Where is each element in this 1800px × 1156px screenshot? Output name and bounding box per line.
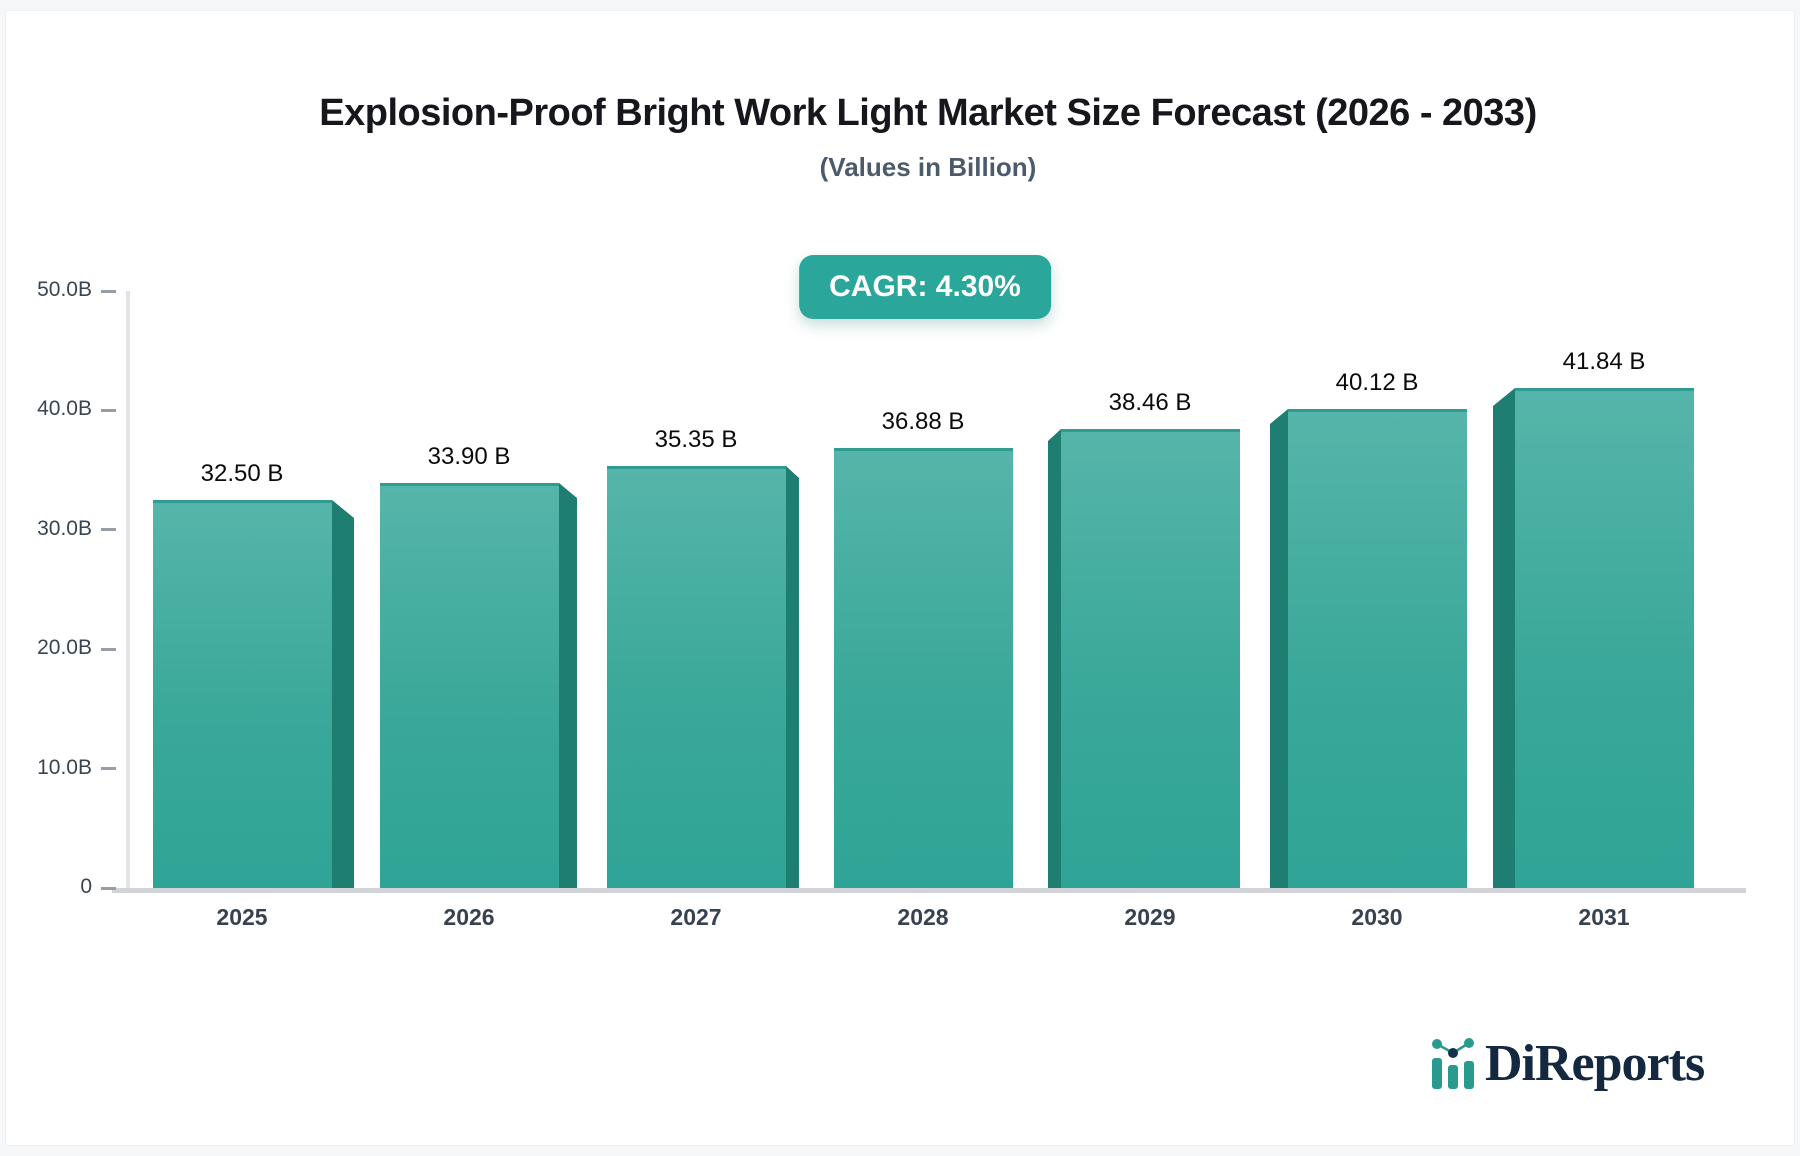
y-axis-label: 30.0B [37,516,92,540]
brand-logo-text: DiReports [1485,1035,1705,1092]
y-axis-label: 50.0B [37,278,92,301]
bar-3d-side [1493,388,1515,888]
y-axis-label: 40.0B [37,397,92,421]
brand-logo: DiReports [1430,1035,1705,1094]
chart-title: Explosion-Proof Bright Work Light Market… [319,92,1537,134]
y-axis-tick [101,408,116,412]
bar-value-label: 36.88 B [881,408,965,435]
bar-value-label: 41.84 B [1562,348,1646,375]
bar-value-label: 33.90 B [427,443,511,470]
x-axis-label: 2028 [897,904,949,930]
chart-subtitle: (Values in Billion) [819,152,1037,182]
bar-value-label: 32.50 B [200,460,284,487]
bar-3d-side [559,483,577,888]
y-axis-tick [101,647,116,651]
y-axis-tick [101,886,116,890]
x-axis-label: 2025 [216,904,268,930]
bar [380,483,559,888]
y-axis-label: 10.0B [37,755,92,779]
bar [1515,388,1694,888]
direports-logo-icon [1432,1038,1474,1089]
bar-value-label: 38.46 B [1108,389,1192,416]
y-axis-tick [101,289,116,293]
bar-3d-side [1270,409,1288,888]
bar-value-label: 40.12 B [1335,369,1419,396]
y-axis-tick [101,767,116,771]
bar-value-label: 35.35 B [654,426,738,453]
bar-3d-side [332,500,354,888]
bar-3d-side [1048,429,1061,888]
x-axis-label: 2029 [1124,904,1176,930]
bar [607,466,786,888]
x-axis-line [112,888,1746,893]
y-axis-line [126,291,130,888]
x-axis-label: 2030 [1351,904,1403,930]
cagr-badge: CAGR: 4.30% [799,255,1051,319]
bar-3d-side [786,466,799,888]
bar [834,448,1013,888]
bar [1061,429,1240,888]
x-axis-label: 2031 [1578,904,1630,930]
y-axis-label: 20.0B [37,636,92,660]
bar [153,500,332,888]
y-axis-tick [101,528,116,532]
bar [1288,409,1467,888]
y-axis-label: 0 [80,875,92,898]
x-axis-label: 2026 [443,904,495,930]
x-axis-label: 2027 [670,904,722,930]
